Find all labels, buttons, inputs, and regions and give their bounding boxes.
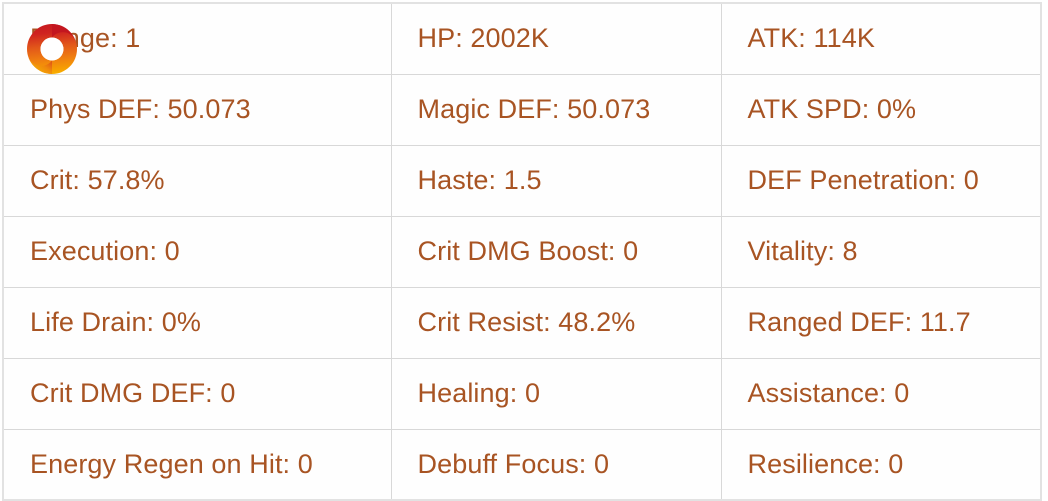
stat-cell-haste: Haste: 1.5 xyxy=(390,144,722,217)
table-row: Phys DEF: 50.073 Magic DEF: 50.073 ATK S… xyxy=(2,73,1042,146)
stat-cell-assistance: Assistance: 0 xyxy=(720,357,1042,430)
stat-cell-crit-resist: Crit Resist: 48.2% xyxy=(390,286,722,359)
stat-cell-debuff-focus: Debuff Focus: 0 xyxy=(390,428,722,501)
stat-cell-crit-dmg-def: Crit DMG DEF: 0 xyxy=(2,357,392,430)
stat-cell-healing: Healing: 0 xyxy=(390,357,722,430)
stat-cell-atk: ATK: 114K xyxy=(720,2,1042,75)
stat-cell-ranged-def: Ranged DEF: 11.7 xyxy=(720,286,1042,359)
stat-cell-phys-def: Phys DEF: 50.073 xyxy=(2,73,392,146)
table-row: Energy Regen on Hit: 0 Debuff Focus: 0 R… xyxy=(2,428,1042,501)
stat-cell-range: Range: 1 xyxy=(2,2,392,75)
stat-cell-def-penetration: DEF Penetration: 0 xyxy=(720,144,1042,217)
stat-cell-vitality: Vitality: 8 xyxy=(720,215,1042,288)
stat-cell-crit: Crit: 57.8% xyxy=(2,144,392,217)
stat-cell-execution: Execution: 0 xyxy=(2,215,392,288)
table-row: Life Drain: 0% Crit Resist: 48.2% Ranged… xyxy=(2,286,1042,359)
stat-cell-life-drain: Life Drain: 0% xyxy=(2,286,392,359)
stat-cell-crit-dmg-boost: Crit DMG Boost: 0 xyxy=(390,215,722,288)
stat-cell-resilience: Resilience: 0 xyxy=(720,428,1042,501)
table-row: Range: 1 HP: 2002K ATK: 114K xyxy=(2,2,1042,75)
table-row: Crit DMG DEF: 0 Healing: 0 Assistance: 0 xyxy=(2,357,1042,430)
stat-cell-magic-def: Magic DEF: 50.073 xyxy=(390,73,722,146)
stat-cell-atk-spd: ATK SPD: 0% xyxy=(720,73,1042,146)
table-row: Execution: 0 Crit DMG Boost: 0 Vitality:… xyxy=(2,215,1042,288)
table-row: Crit: 57.8% Haste: 1.5 DEF Penetration: … xyxy=(2,144,1042,217)
stat-cell-hp: HP: 2002K xyxy=(390,2,722,75)
stat-cell-energy-regen-on-hit: Energy Regen on Hit: 0 xyxy=(2,428,392,501)
